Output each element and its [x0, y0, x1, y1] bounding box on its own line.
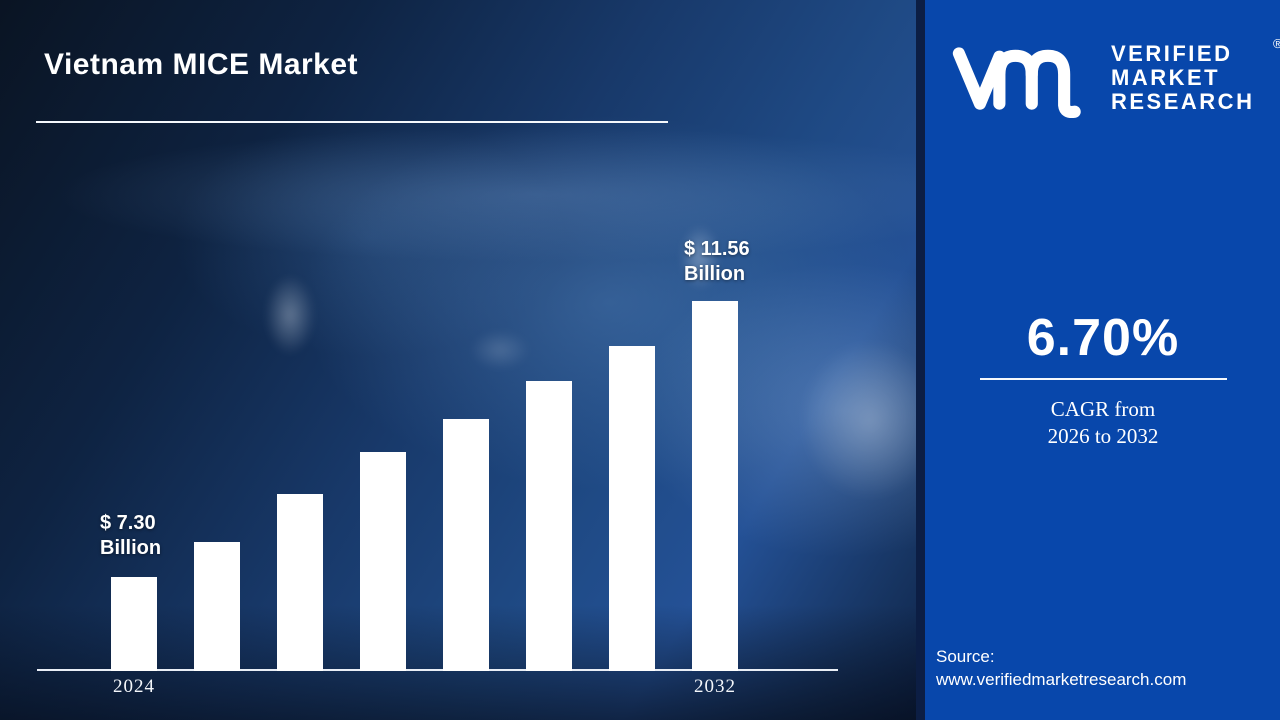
chart-bar-3: [277, 494, 323, 671]
cagr-caption-line-1: CAGR from: [1050, 397, 1156, 421]
cagr-caption: CAGR from 2026 to 2032: [933, 396, 1273, 450]
smoke-decoration: [265, 275, 315, 355]
chart-bar-5: [443, 419, 489, 671]
brand-line-3: RESEARCH: [1111, 89, 1255, 114]
chart-bar-2: [194, 542, 240, 671]
source-label: Source:: [936, 647, 995, 666]
source-url: www.verifiedmarketresearch.com: [936, 670, 1187, 689]
cagr-block: 6.70% CAGR from 2026 to 2032: [933, 308, 1273, 450]
cagr-underline: [979, 378, 1227, 380]
x-tick-label-2032: 2032: [694, 676, 736, 697]
registered-trademark-icon: ®: [1273, 36, 1280, 51]
brand-line-1: VERIFIED: [1111, 41, 1233, 66]
chart-bar-6: [526, 381, 572, 671]
chart-bar-1: [111, 577, 157, 671]
chart-area: Vietnam MICE Market 2024 $ 7.30 Billion 203…: [0, 0, 940, 720]
chart-bar-8: [692, 301, 738, 671]
logo-block: VERIFIED MARKET RESEARCH ®: [943, 34, 1280, 119]
smoke-decoration: [680, 225, 720, 290]
x-axis-line: [37, 669, 838, 671]
chart-bar-7: [609, 346, 655, 671]
bar-value-label-2032: $ 11.56 Billion: [684, 238, 750, 285]
title-underline: [36, 121, 668, 123]
brand-name: VERIFIED MARKET RESEARCH: [1111, 42, 1254, 114]
page-title: Vietnam MICE Market: [44, 48, 359, 81]
smoke-decoration: [470, 330, 530, 370]
brand-panel: VERIFIED MARKET RESEARCH ® 6.70% CAGR fr…: [925, 0, 1280, 720]
source-block: Source: www.verifiedmarketresearch.com: [936, 645, 1186, 691]
cagr-caption-line-2: 2026 to 2032: [1047, 424, 1159, 448]
brand-line-2: MARKET: [1111, 65, 1221, 90]
bar-value-label-2024: $ 7.30 Billion: [100, 512, 162, 559]
x-tick-label-2024: 2024: [113, 676, 155, 697]
chart-bar-4: [360, 452, 406, 671]
vmr-logo-icon: [952, 47, 1081, 119]
panel-divider: [916, 0, 925, 720]
cagr-value: 6.70%: [1026, 309, 1180, 367]
